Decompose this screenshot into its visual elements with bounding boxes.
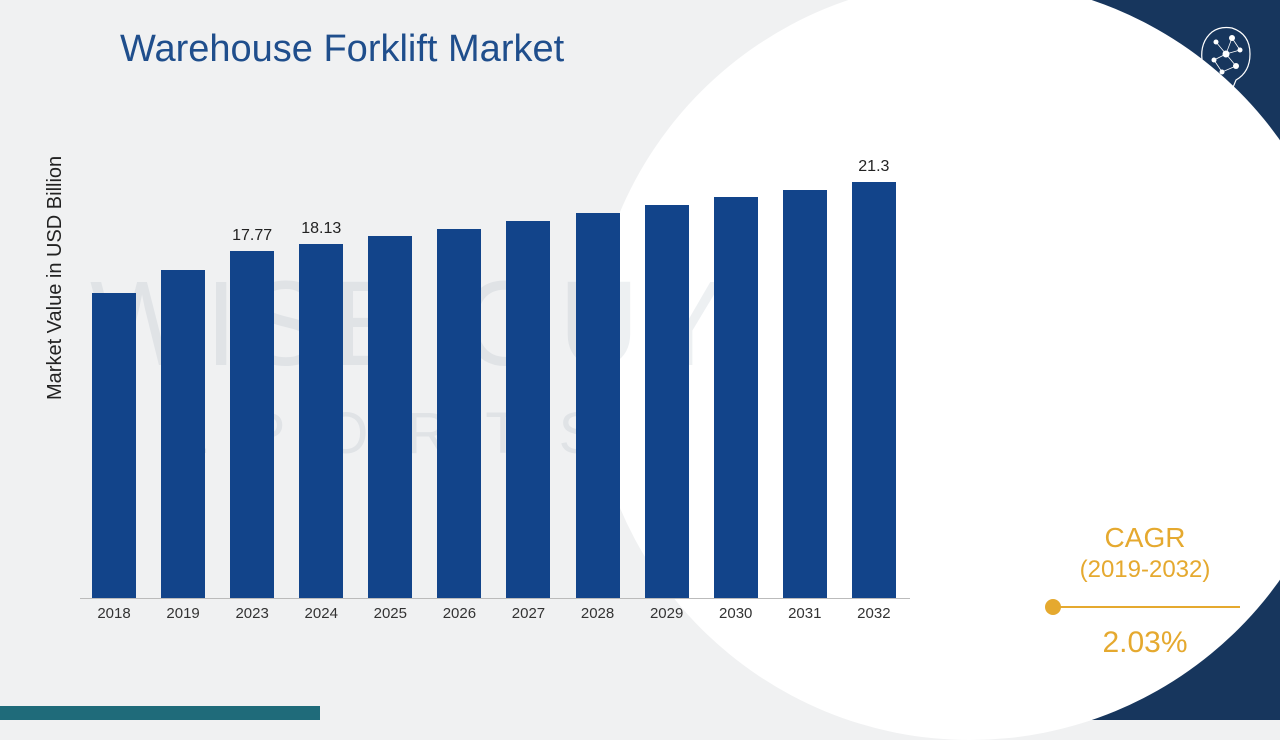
bar: [299, 244, 343, 598]
bar-value-label: 21.3: [858, 158, 889, 176]
head-network-icon: [1192, 24, 1256, 94]
bar-group: [775, 190, 835, 599]
cagr-title: CAGR: [1010, 522, 1280, 554]
cagr-value: 2.03%: [1010, 626, 1280, 660]
x-tick-label: 2019: [153, 605, 213, 622]
brand-logo: WISE GUY REPORTS: [1026, 24, 1256, 94]
bar-group: [360, 236, 420, 598]
cagr-line: [1050, 606, 1240, 608]
bar-group: [637, 205, 697, 598]
bar-group: 21.3: [844, 182, 904, 598]
x-axis-labels: 2018 2019 2023 2024 2025 2026 2027 2028 2029 2030…: [84, 605, 904, 622]
x-tick-label: 2027: [498, 605, 558, 622]
bar-group: 17.77: [222, 251, 282, 598]
bar: [161, 270, 205, 598]
x-tick-label: 2026: [429, 605, 489, 622]
bar-group: [498, 221, 558, 598]
bar: [368, 236, 412, 598]
y-axis-label: Market Value in USD Billion: [44, 156, 67, 400]
bar-value-label: 17.77: [232, 227, 272, 245]
x-tick-label: 2023: [222, 605, 282, 622]
bar-group: [568, 213, 628, 598]
bar: [506, 221, 550, 598]
chart-title: Warehouse Forklift Market: [120, 28, 564, 71]
x-tick-label: 2024: [291, 605, 351, 622]
bar: [714, 197, 758, 598]
x-tick-label: 2028: [568, 605, 628, 622]
x-tick-label: 2029: [637, 605, 697, 622]
bar: [92, 293, 136, 598]
bar: [576, 213, 620, 598]
x-axis-line: [80, 598, 910, 599]
x-tick-label: 2030: [706, 605, 766, 622]
bottom-accent-bar: [0, 706, 320, 720]
bar-group: 18.13: [291, 244, 351, 598]
cagr-block: CAGR (2019-2032) 2.03%: [1010, 522, 1280, 660]
bar-value-label: 18.13: [301, 220, 341, 238]
x-tick-label: 2032: [844, 605, 904, 622]
cagr-divider: [1050, 606, 1240, 608]
bar-group: [84, 293, 144, 598]
cagr-range: (2019-2032): [1010, 556, 1280, 584]
bar: [852, 182, 896, 598]
logo-text: WISE GUY REPORTS: [1026, 36, 1180, 82]
bar: [437, 229, 481, 598]
logo-line1: WISE GUY: [1026, 36, 1180, 67]
x-tick-label: 2018: [84, 605, 144, 622]
bar-group: [706, 197, 766, 598]
bar: [230, 251, 274, 598]
bar-group: [429, 229, 489, 598]
bar-group: [153, 270, 213, 598]
bar: [783, 190, 827, 599]
x-tick-label: 2025: [360, 605, 420, 622]
cagr-dot-icon: [1045, 599, 1061, 615]
bar: [645, 205, 689, 598]
logo-line2: REPORTS: [1026, 65, 1180, 82]
bars-container: 17.7718.1321.3: [84, 168, 904, 598]
x-tick-label: 2031: [775, 605, 835, 622]
